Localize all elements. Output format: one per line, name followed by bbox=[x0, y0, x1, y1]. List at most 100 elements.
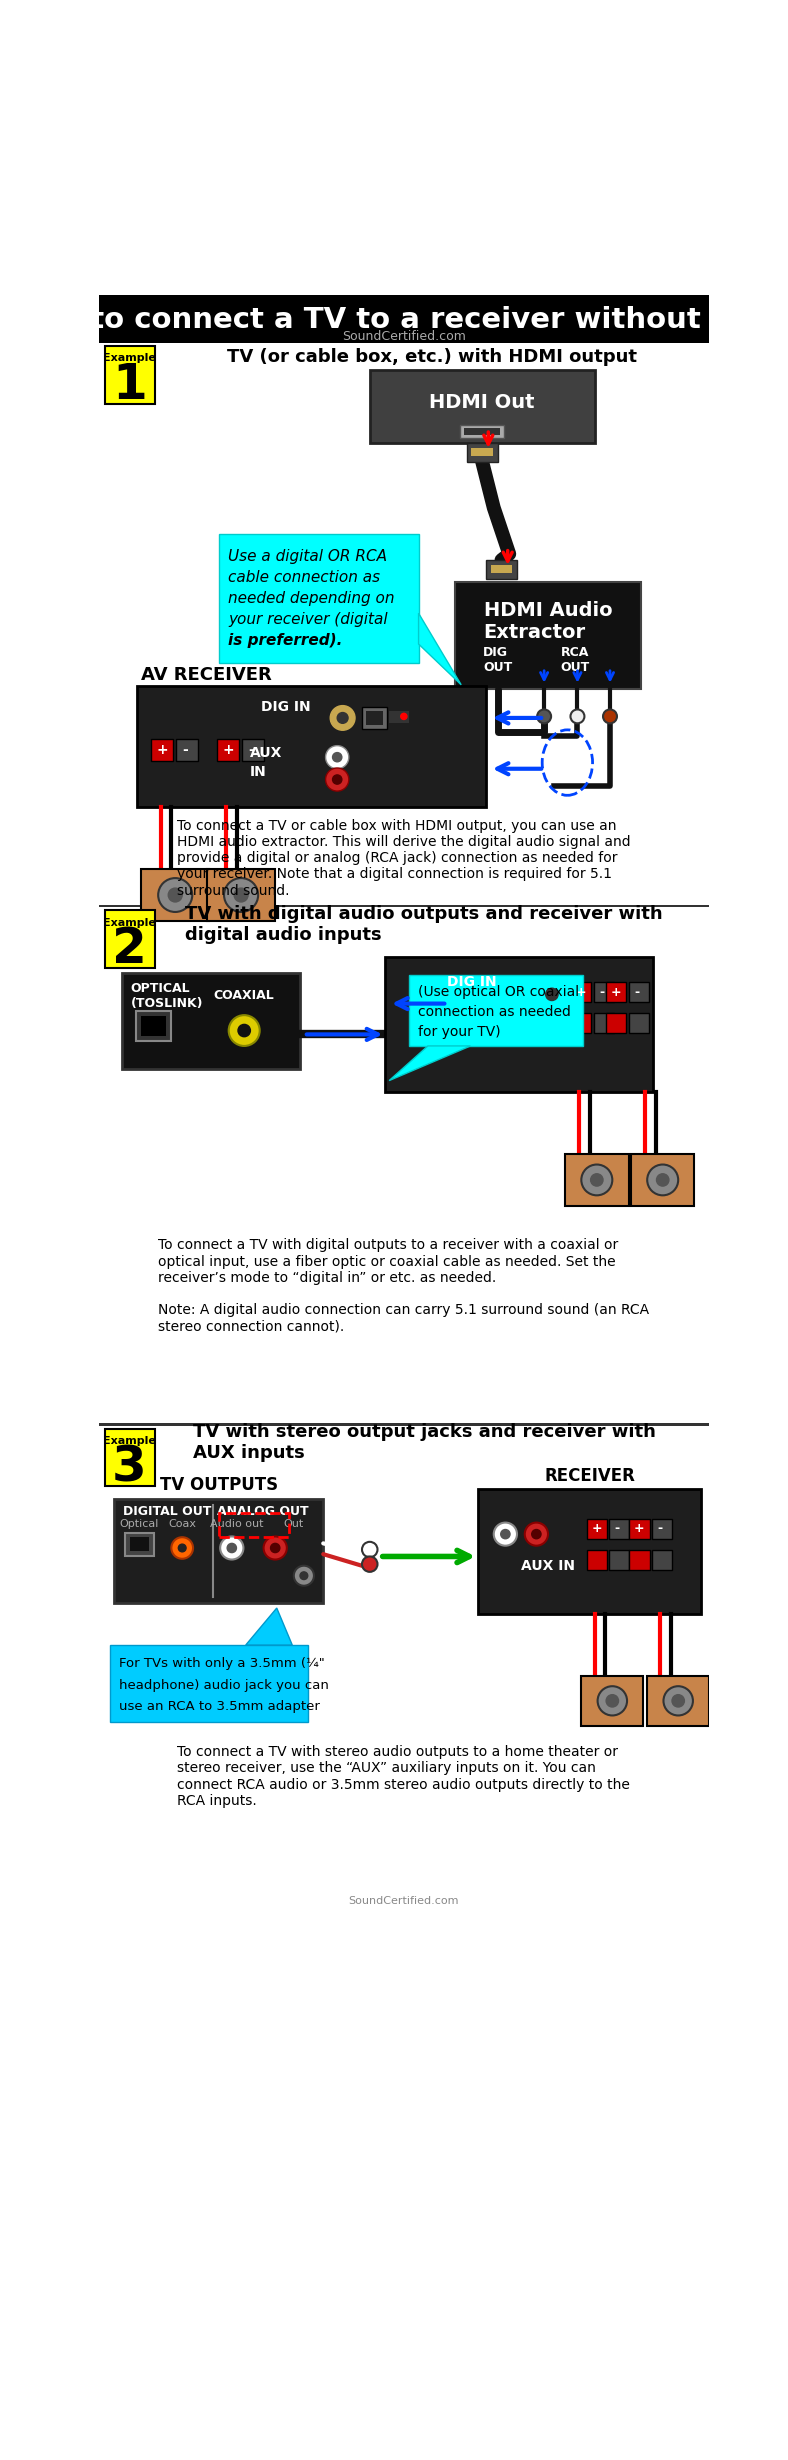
Bar bbox=[218, 534, 418, 664]
Text: TV (or cable box, etc.) with HDMI output: TV (or cable box, etc.) with HDMI output bbox=[227, 347, 637, 367]
Text: -: - bbox=[657, 1523, 663, 1535]
Circle shape bbox=[325, 768, 349, 792]
Circle shape bbox=[647, 1164, 678, 1196]
Text: cable connection as: cable connection as bbox=[228, 571, 380, 585]
Bar bbox=[606, 982, 626, 1001]
Bar bbox=[571, 1014, 592, 1033]
Text: For TVs with only a 3.5mm (¼": For TVs with only a 3.5mm (¼" bbox=[120, 1658, 325, 1670]
Bar bbox=[105, 910, 155, 969]
Bar bbox=[122, 972, 300, 1070]
Bar bbox=[587, 1518, 607, 1540]
Bar bbox=[471, 448, 493, 455]
Text: IN: IN bbox=[250, 765, 266, 780]
Text: To connect a TV or cable box with HDMI output, you can use an
HDMI audio extract: To connect a TV or cable box with HDMI o… bbox=[177, 819, 630, 898]
Circle shape bbox=[582, 1164, 612, 1196]
Circle shape bbox=[591, 1173, 603, 1186]
Text: Audio out: Audio out bbox=[210, 1520, 263, 1530]
Bar bbox=[137, 686, 486, 807]
Text: TV OUTPUTS: TV OUTPUTS bbox=[159, 1476, 277, 1493]
Bar bbox=[129, 1538, 149, 1552]
Text: connection as needed: connection as needed bbox=[418, 1006, 571, 1018]
Bar bbox=[98, 342, 709, 905]
Circle shape bbox=[500, 1530, 510, 1540]
Bar bbox=[136, 1011, 171, 1041]
Text: DIGITAL OUT: DIGITAL OUT bbox=[122, 1506, 211, 1518]
Bar bbox=[582, 1675, 643, 1727]
Circle shape bbox=[238, 1023, 251, 1036]
Text: -: - bbox=[248, 743, 254, 758]
Circle shape bbox=[229, 1016, 260, 1046]
Bar bbox=[219, 1513, 289, 1538]
Bar bbox=[593, 982, 614, 1001]
Circle shape bbox=[171, 1538, 193, 1560]
Text: 2: 2 bbox=[112, 925, 147, 972]
Text: To connect a TV with stereo audio outputs to a home theater or
stereo receiver, : To connect a TV with stereo audio output… bbox=[177, 1744, 630, 1808]
Text: AV RECEIVER: AV RECEIVER bbox=[141, 667, 272, 684]
Circle shape bbox=[545, 989, 558, 1001]
Circle shape bbox=[537, 708, 551, 723]
Circle shape bbox=[300, 1572, 308, 1579]
Bar bbox=[141, 1016, 166, 1036]
Text: +: + bbox=[634, 1523, 645, 1535]
Circle shape bbox=[333, 775, 342, 785]
Circle shape bbox=[539, 982, 565, 1009]
Polygon shape bbox=[246, 1609, 292, 1646]
Text: Example: Example bbox=[103, 1437, 156, 1446]
Bar bbox=[385, 957, 652, 1092]
Bar bbox=[408, 974, 583, 1046]
Circle shape bbox=[294, 1565, 314, 1587]
Bar bbox=[609, 1550, 630, 1569]
Bar bbox=[217, 740, 239, 760]
Bar bbox=[587, 1550, 607, 1569]
Text: headphone) audio jack you can: headphone) audio jack you can bbox=[120, 1678, 329, 1692]
Bar bbox=[362, 706, 387, 728]
Circle shape bbox=[224, 878, 258, 913]
Text: Optical: Optical bbox=[119, 1520, 158, 1530]
Text: use an RCA to 3.5mm adapter: use an RCA to 3.5mm adapter bbox=[120, 1700, 320, 1712]
Text: To connect a TV with digital outputs to a receiver with a coaxial or
optical inp: To connect a TV with digital outputs to … bbox=[158, 1237, 649, 1333]
Text: DIG
OUT: DIG OUT bbox=[483, 647, 512, 674]
Text: ANALOG OUT: ANALOG OUT bbox=[217, 1506, 309, 1518]
Text: +: + bbox=[611, 986, 622, 999]
Circle shape bbox=[663, 1685, 693, 1715]
Polygon shape bbox=[389, 1046, 470, 1080]
Bar bbox=[491, 566, 512, 573]
Circle shape bbox=[525, 1523, 548, 1545]
Circle shape bbox=[325, 745, 349, 768]
Circle shape bbox=[333, 753, 342, 763]
Text: SoundCertified.com: SoundCertified.com bbox=[348, 1897, 459, 1906]
Bar bbox=[629, 982, 649, 1001]
Text: -: - bbox=[615, 1523, 620, 1535]
Text: COAXIAL: COAXIAL bbox=[214, 989, 274, 1001]
Bar bbox=[98, 908, 709, 1424]
Text: Out: Out bbox=[284, 1520, 304, 1530]
Text: -: - bbox=[182, 743, 188, 758]
Text: HDMI Out: HDMI Out bbox=[429, 394, 535, 411]
Bar bbox=[105, 1429, 155, 1486]
Text: Example: Example bbox=[103, 918, 156, 927]
Circle shape bbox=[603, 708, 617, 723]
Circle shape bbox=[220, 1538, 243, 1560]
Bar bbox=[631, 1154, 694, 1205]
Bar bbox=[207, 868, 275, 920]
Polygon shape bbox=[418, 613, 461, 684]
Bar bbox=[486, 561, 517, 578]
Bar bbox=[630, 1518, 649, 1540]
Text: AUX IN: AUX IN bbox=[521, 1560, 575, 1574]
Circle shape bbox=[606, 1695, 619, 1707]
Circle shape bbox=[337, 713, 348, 723]
Circle shape bbox=[178, 1545, 186, 1552]
Bar bbox=[652, 1518, 672, 1540]
Text: is preferred).: is preferred). bbox=[228, 632, 342, 647]
Bar bbox=[606, 1014, 626, 1033]
Bar bbox=[466, 443, 498, 462]
Bar bbox=[629, 1014, 649, 1033]
Bar bbox=[110, 1646, 308, 1722]
Bar bbox=[609, 1518, 630, 1540]
Text: -: - bbox=[599, 986, 604, 999]
Bar bbox=[366, 711, 383, 726]
Circle shape bbox=[494, 1523, 517, 1545]
Circle shape bbox=[401, 713, 407, 718]
Bar bbox=[389, 711, 409, 723]
Text: for your TV): for your TV) bbox=[418, 1026, 500, 1038]
